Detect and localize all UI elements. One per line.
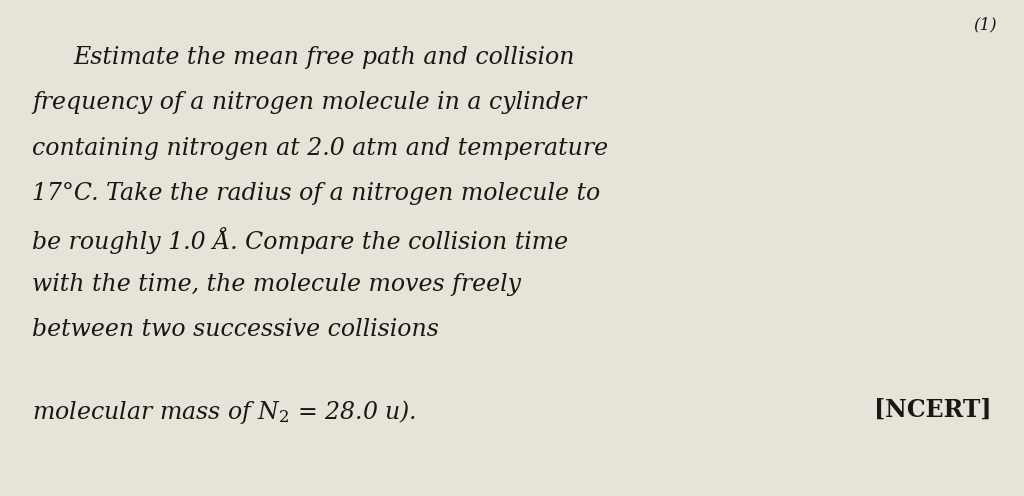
Text: (1): (1) [974,16,997,33]
Text: molecular mass of $N_2$ = 28.0 u).: molecular mass of $N_2$ = 28.0 u). [32,398,417,426]
Text: 17°C. Take the radius of a nitrogen molecule to: 17°C. Take the radius of a nitrogen mole… [32,182,600,205]
Text: Estimate the mean free path and collision: Estimate the mean free path and collisio… [73,46,574,69]
Text: between two successive collisions: between two successive collisions [32,318,439,341]
Text: with the time, the molecule moves freely: with the time, the molecule moves freely [32,273,521,296]
Text: [NCERT]: [NCERT] [874,398,992,422]
Text: containing nitrogen at 2.0 atm and temperature: containing nitrogen at 2.0 atm and tempe… [32,136,608,160]
Text: be roughly 1.0 Å. Compare the collision time: be roughly 1.0 Å. Compare the collision … [32,227,568,254]
Text: frequency of a nitrogen molecule in a cylinder: frequency of a nitrogen molecule in a cy… [32,91,587,114]
